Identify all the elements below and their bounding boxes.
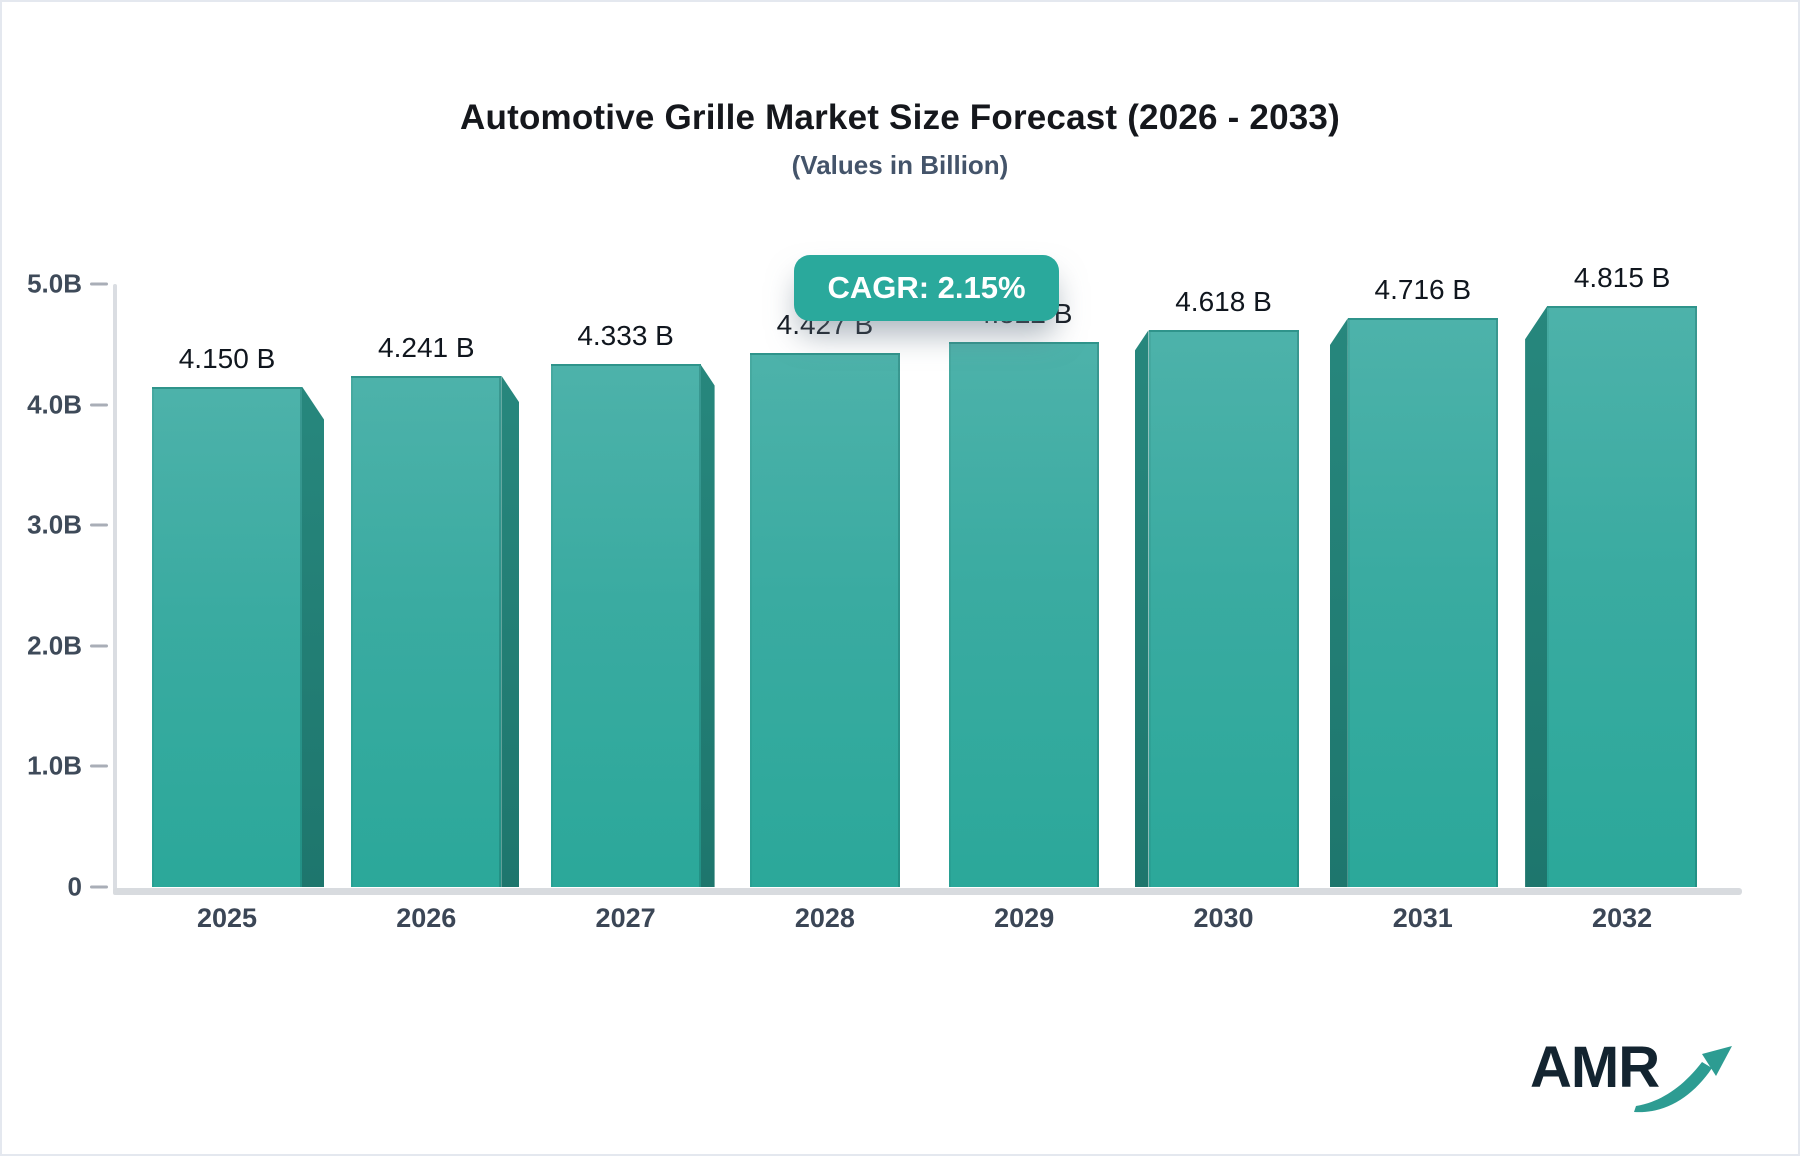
x-axis-label: 2030 (1193, 903, 1254, 933)
bar-value-label: 4.333 B (577, 320, 674, 352)
bar-2032 (1547, 306, 1698, 887)
y-tick-label: 1.0B (27, 750, 82, 781)
x-axis-label: 2025 (196, 903, 258, 933)
y-tick-label: 2.0B (27, 630, 82, 661)
x-axis-label: 2032 (1592, 903, 1653, 933)
cagr-badge: CAGR: 2.15% (794, 255, 1059, 321)
bar-2030 (1148, 330, 1299, 887)
bar-2027 (550, 364, 701, 887)
bar-side-face (1329, 318, 1348, 887)
x-axis-label: 2031 (1392, 903, 1453, 933)
x-axis-label: 2029 (994, 903, 1055, 933)
bar-side-face (1525, 306, 1548, 887)
chart-title: Automotive Grille Market Size Forecast (… (460, 98, 1340, 137)
y-tick-mark (90, 885, 108, 889)
bar-side-face (1134, 330, 1149, 887)
bar-2028 (749, 353, 900, 887)
bar-2026 (351, 375, 502, 887)
y-tick-label: 3.0B (27, 509, 82, 540)
bar-2025 (152, 386, 302, 887)
x-axis-line (113, 888, 1742, 895)
bar-2031 (1347, 318, 1498, 887)
bar-side-face (501, 375, 520, 887)
bar-value-label: 4.716 B (1374, 274, 1472, 306)
y-tick-mark (90, 282, 108, 286)
bar-value-label: 4.241 B (378, 331, 475, 363)
bar-side-face (302, 386, 324, 887)
bar-2029 (949, 341, 1100, 887)
bar-value-label: 4.815 B (1573, 262, 1671, 294)
y-tick-label: 4.0B (27, 389, 82, 420)
y-tick-mark (90, 644, 108, 648)
growth-arrow-icon (1634, 1046, 1732, 1113)
y-tick-label: 0 (67, 871, 82, 902)
bar-value-label: 4.150 B (178, 342, 276, 374)
x-axis-label: 2026 (396, 903, 457, 933)
y-tick-mark (90, 523, 108, 527)
x-axis-label: 2027 (595, 903, 656, 933)
chart-subtitle: (Values in Billion) (791, 150, 1009, 180)
y-axis-line (113, 284, 117, 895)
y-tick-mark (90, 764, 108, 768)
amr-logo-text: AMR (1530, 1035, 1660, 1100)
y-tick-label: 5.0B (27, 268, 82, 299)
bar-value-label: 4.618 B (1175, 286, 1272, 318)
amr-logo: AMR (1522, 1032, 1742, 1122)
y-tick-mark (90, 403, 108, 407)
x-axis-label: 2028 (794, 903, 855, 933)
bar-side-face (700, 364, 715, 887)
